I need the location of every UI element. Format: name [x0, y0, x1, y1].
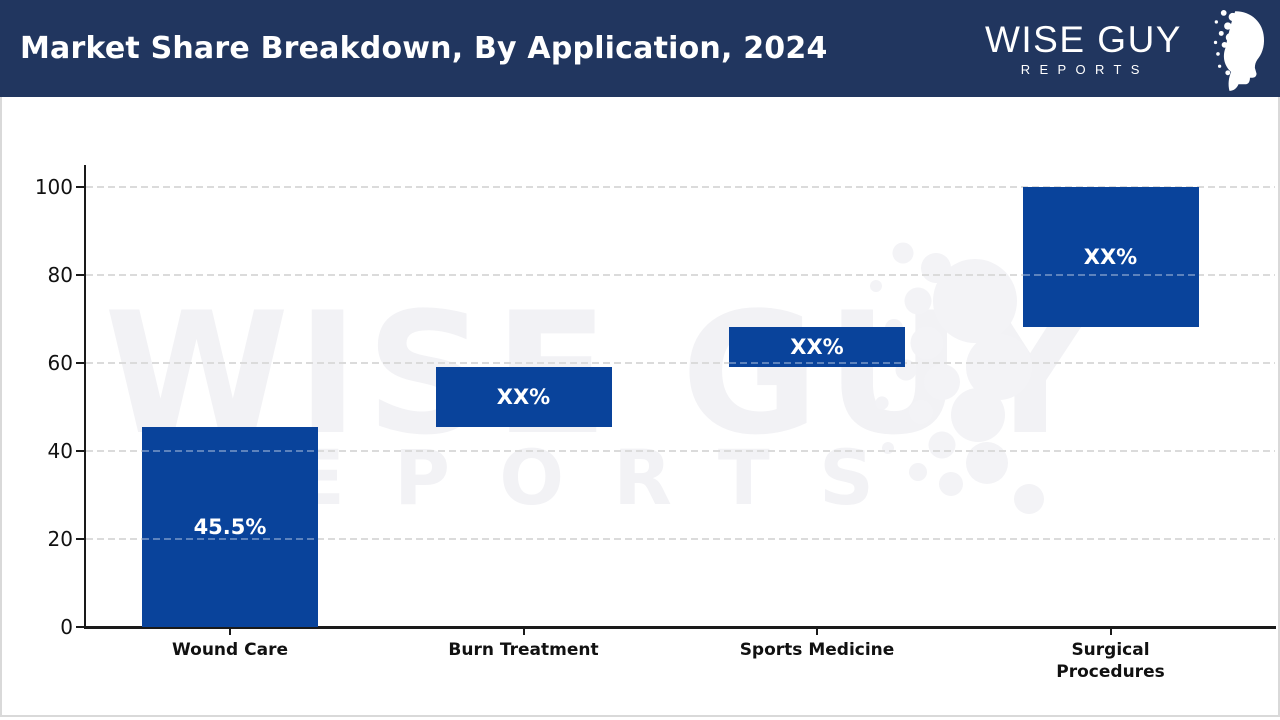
y-tick-label: 0: [60, 615, 73, 639]
bar-value-label: XX%: [1083, 244, 1138, 269]
gridline: [86, 538, 1275, 540]
watermark-head-icon: [867, 242, 1044, 514]
y-tick-mark: [76, 362, 84, 364]
logo-wordmark: WISE GUY: [984, 18, 1182, 60]
waterfall-bar: [1022, 187, 1199, 327]
y-tick-mark: [76, 450, 84, 452]
brand-logo: WISE GUY REPORTS: [985, 6, 1268, 92]
y-tick-label: 80: [47, 263, 73, 287]
x-tick-mark: [229, 628, 231, 635]
bar-value-label: 45.5%: [193, 514, 267, 539]
waterfall-bar: [142, 426, 318, 627]
brand-logo-text: WISE GUY REPORTS: [985, 21, 1182, 77]
y-tick-label: 100: [34, 175, 73, 199]
y-axis-line: [84, 165, 86, 629]
bar-value-label: XX%: [496, 384, 551, 409]
header-bar: Market Share Breakdown, By Application, …: [0, 0, 1280, 97]
gridline-over-bar: [142, 450, 318, 452]
y-tick-mark: [76, 186, 84, 188]
x-tick-mark: [522, 628, 525, 635]
gridline-over-bar: [729, 362, 905, 364]
y-tick-label: 60: [47, 351, 73, 375]
x-tick-mark: [816, 628, 818, 635]
y-tick-label: 40: [47, 439, 73, 463]
x-category-label: Wound Care: [172, 640, 288, 660]
y-tick-mark: [76, 626, 84, 628]
gridline-over-bar: [1022, 274, 1199, 276]
gridline-over-bar: [142, 538, 318, 540]
x-category-label: Sports Medicine: [739, 640, 895, 660]
dotted-head-icon: [1213, 9, 1265, 91]
gridline: [86, 362, 1275, 364]
page-title: Market Share Breakdown, By Application, …: [20, 31, 828, 66]
gridline: [86, 450, 1275, 452]
gridline: [86, 186, 1275, 188]
waterfall-bar: [729, 326, 905, 367]
x-category-label: Surgical Procedures: [1056, 640, 1165, 683]
waterfall-bar: [435, 366, 612, 427]
gridline: [86, 274, 1275, 276]
bar-value-label: XX%: [790, 334, 844, 359]
y-tick-label: 20: [47, 527, 73, 551]
y-tick-mark: [76, 274, 84, 276]
logo-subtext: REPORTS: [1020, 61, 1149, 77]
y-tick-mark: [76, 538, 84, 540]
x-tick-mark: [1109, 628, 1112, 635]
x-category-label: Burn Treatment: [448, 640, 599, 660]
x-axis-line: [84, 626, 1276, 629]
